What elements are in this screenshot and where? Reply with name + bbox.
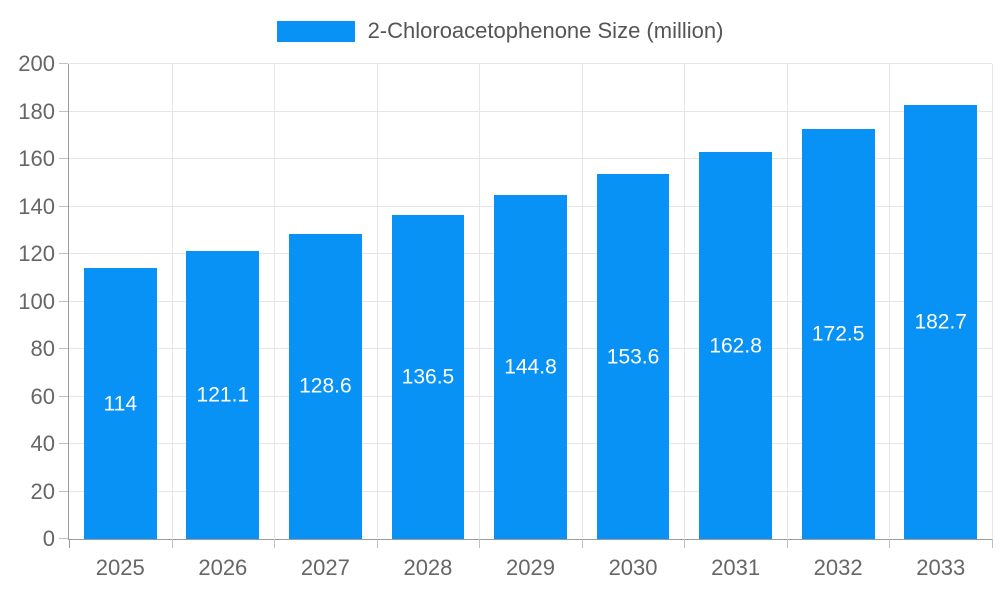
x-grid-line [274,64,276,539]
x-grid-line [889,64,891,539]
x-axis-tick [171,539,173,548]
y-axis-label: 180 [18,98,55,124]
bar: 162.8 [699,152,773,539]
y-axis-tick [59,538,68,539]
y-axis-tick [59,348,68,349]
legend-label: 2-Chloroacetophenone Size (million) [367,18,724,43]
x-axis-label: 2033 [916,555,966,580]
y-axis-tick [59,395,68,397]
y-grid-line [69,158,992,159]
bar-value-label: 153.6 [606,345,660,369]
x-grid-line [684,64,686,539]
y-axis-label: 80 [30,336,55,361]
bar-value-label: 162.8 [709,334,762,358]
bar: 114 [83,268,157,539]
y-axis-tick [59,253,68,254]
x-axis-label: 2025 [95,555,145,580]
legend-swatch [276,20,355,42]
bar-value-label: 114 [103,392,137,416]
x-axis-label: 2030 [608,555,658,580]
y-axis-label: 0 [42,526,55,551]
y-axis-tick [59,490,68,492]
y-grid-line [69,110,992,112]
x-axis-tick [69,539,70,548]
bar-value-label: 182.7 [914,310,967,334]
x-grid-line [479,64,481,539]
y-axis-label: 20 [30,478,55,504]
bar-value-label: 128.6 [299,374,352,398]
bar: 128.6 [288,233,362,539]
x-grid-line [376,64,378,539]
y-axis-tick [59,158,68,159]
y-axis-tick [59,63,68,64]
bar: 136.5 [391,214,465,539]
bar: 172.5 [801,129,875,539]
x-axis-tick [889,539,891,548]
y-axis-label: 200 [18,51,55,76]
x-axis-label: 2027 [300,555,350,580]
x-axis-tick [992,539,993,548]
y-axis-label: 100 [18,288,55,314]
y-axis-label: 40 [30,431,55,456]
bar: 144.8 [494,195,567,539]
x-axis-tick [786,539,788,548]
y-axis-tick [59,110,68,112]
y-axis-tick [59,300,68,302]
x-axis-label: 2031 [711,555,761,580]
y-axis-label: 160 [18,146,55,171]
x-axis-tick [274,539,276,548]
x-grid-line [786,64,788,539]
y-axis-label: 120 [18,241,55,266]
bar: 153.6 [596,174,670,539]
y-axis-tick [59,443,68,444]
x-axis-tick [581,539,583,548]
bar: 121.1 [186,251,260,539]
x-axis-label: 2026 [198,555,248,580]
legend: 2-Chloroacetophenone Size (million) [0,18,1000,43]
y-grid-line [69,63,992,64]
y-axis-label: 140 [18,193,55,219]
y-axis-tick [59,205,68,207]
bar-value-label: 136.5 [401,365,455,389]
x-axis-label: 2032 [813,555,863,580]
bar-value-label: 144.8 [504,355,557,379]
x-axis-tick [479,539,481,548]
x-axis-tick [684,539,686,548]
x-axis-tick [376,539,378,548]
x-grid-line [581,64,583,539]
x-axis-label: 2029 [506,555,555,580]
y-axis-label: 60 [30,383,55,409]
bar: 182.7 [904,105,978,539]
x-grid-line [171,64,173,539]
bar-value-label: 121.1 [196,383,250,407]
bar-value-label: 172.5 [811,322,865,346]
x-axis-label: 2028 [403,555,453,580]
plot-area: 0 20 40 60 80 100 120 140 160 180 200 2025 114 2026 12… [18,53,993,579]
